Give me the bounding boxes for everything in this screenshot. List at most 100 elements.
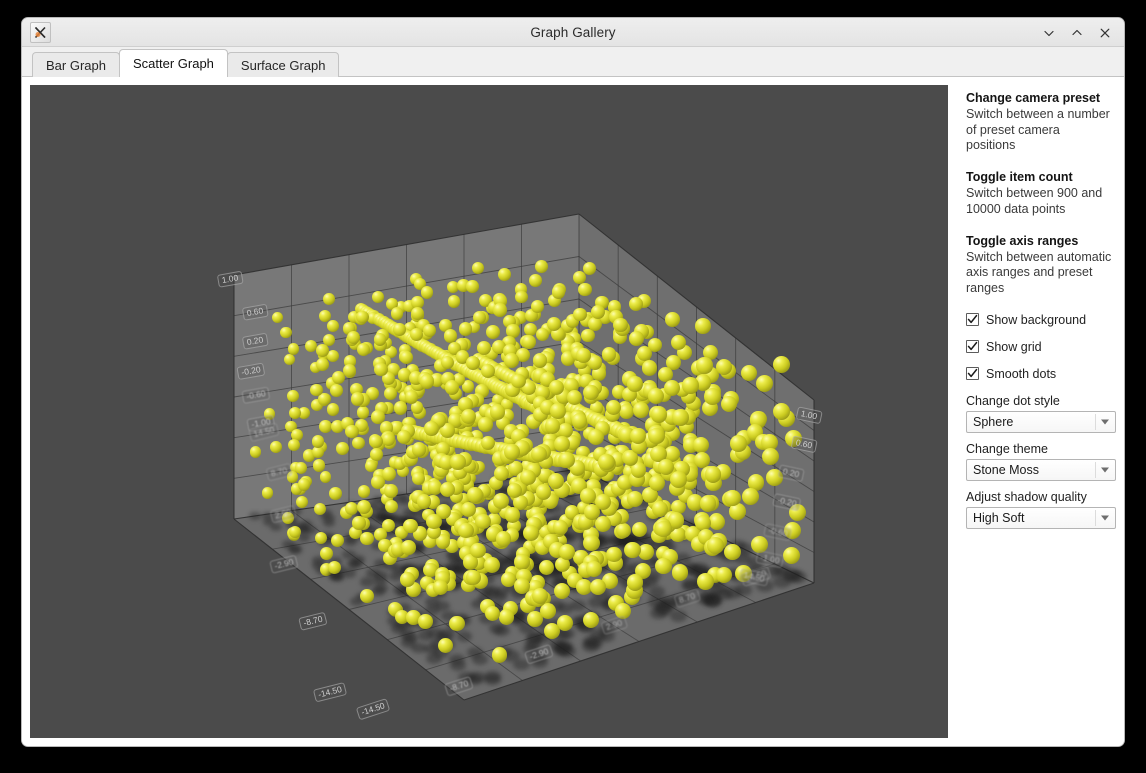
data-point[interactable] [540,603,556,620]
data-point[interactable] [521,381,536,396]
data-point[interactable] [706,537,724,555]
data-point[interactable] [480,363,495,378]
data-point[interactable] [342,364,356,378]
data-point[interactable] [465,355,480,370]
data-point[interactable] [515,348,530,363]
data-point[interactable] [538,559,555,575]
data-point[interactable] [756,375,774,393]
data-point[interactable] [436,441,451,456]
data-point[interactable] [647,337,663,353]
data-point[interactable] [501,572,517,587]
data-point[interactable] [315,343,329,357]
control-group-item-count[interactable]: Toggle item count Switch between 900 and… [966,170,1116,217]
data-point[interactable] [514,290,528,304]
data-point[interactable] [591,366,606,381]
data-point[interactable] [403,518,418,534]
data-point[interactable] [326,403,339,416]
data-point[interactable] [670,526,686,543]
data-point[interactable] [484,605,501,622]
data-point[interactable] [475,513,491,530]
data-point[interactable] [410,401,424,414]
data-point[interactable] [332,371,346,385]
data-point[interactable] [605,399,622,416]
data-point[interactable] [290,428,303,441]
tab-surface-graph[interactable]: Surface Graph [226,52,340,77]
data-point[interactable] [548,380,565,396]
data-point[interactable] [286,390,299,403]
data-point[interactable] [357,499,372,514]
data-point[interactable] [382,518,396,532]
data-point[interactable] [497,267,511,281]
data-point[interactable] [426,513,442,529]
data-point[interactable] [598,453,615,471]
data-point[interactable] [411,471,426,485]
data-point[interactable] [784,522,802,540]
data-point[interactable] [665,311,681,327]
data-point[interactable] [336,442,350,455]
data-point[interactable] [670,471,687,489]
data-point[interactable] [595,494,612,511]
control-group-axis-ranges[interactable]: Toggle axis ranges Switch between automa… [966,234,1116,296]
data-point[interactable] [614,603,632,620]
data-point[interactable] [373,333,387,346]
data-point[interactable] [438,638,454,654]
data-point[interactable] [327,319,340,332]
data-point[interactable] [360,531,374,546]
data-point[interactable] [724,489,742,507]
data-point[interactable] [695,374,712,391]
chevron-down-icon[interactable] [1101,419,1109,425]
data-point[interactable] [369,447,384,462]
data-point[interactable] [296,496,309,508]
data-point[interactable] [601,346,617,362]
data-point[interactable] [465,569,482,586]
data-point[interactable] [480,435,495,451]
close-icon[interactable] [1092,20,1118,46]
data-point[interactable] [302,449,315,462]
data-point[interactable] [385,500,398,514]
data-point[interactable] [328,487,342,500]
data-point[interactable] [622,449,639,466]
data-point[interactable] [583,534,600,552]
data-point[interactable] [397,429,412,444]
data-point[interactable] [583,503,600,520]
data-point[interactable] [641,359,658,376]
checkbox-show-background[interactable]: Show background [966,313,1116,327]
data-point[interactable] [440,355,454,369]
data-point[interactable] [423,323,437,337]
data-point[interactable] [514,553,530,570]
data-point[interactable] [580,328,595,343]
scatter-graph-canvas[interactable]: 1.00 0.60 0.20 -0.20 -0.60 -1.00 14.50 8.70 2.90… [30,85,948,738]
data-point[interactable] [262,487,274,499]
data-point[interactable] [626,574,643,591]
data-point[interactable] [547,317,562,332]
data-point[interactable] [651,501,668,518]
data-point[interactable] [371,475,385,489]
data-point[interactable] [393,401,408,416]
data-point[interactable] [520,469,536,486]
data-point[interactable] [587,355,603,370]
data-point[interactable] [439,482,455,498]
data-point[interactable] [671,334,687,350]
data-point[interactable] [615,522,632,539]
data-point[interactable] [465,279,479,293]
data-point[interactable] [571,412,588,429]
data-point[interactable] [374,362,388,377]
data-point[interactable] [511,373,526,389]
data-point[interactable] [411,442,427,457]
data-point[interactable] [730,435,747,452]
data-point[interactable] [704,466,722,484]
data-point[interactable] [633,401,650,418]
data-point[interactable] [327,561,341,575]
data-point[interactable] [418,614,433,629]
data-point[interactable] [747,474,765,492]
data-point[interactable] [721,396,738,413]
data-point[interactable] [606,546,623,563]
data-point[interactable] [344,501,359,516]
data-point[interactable] [650,445,667,462]
data-point[interactable] [493,303,507,317]
data-point[interactable] [773,356,790,374]
data-point[interactable] [410,328,424,342]
minimize-icon[interactable] [1036,20,1062,46]
data-point[interactable] [773,402,791,420]
data-point[interactable] [356,310,369,324]
